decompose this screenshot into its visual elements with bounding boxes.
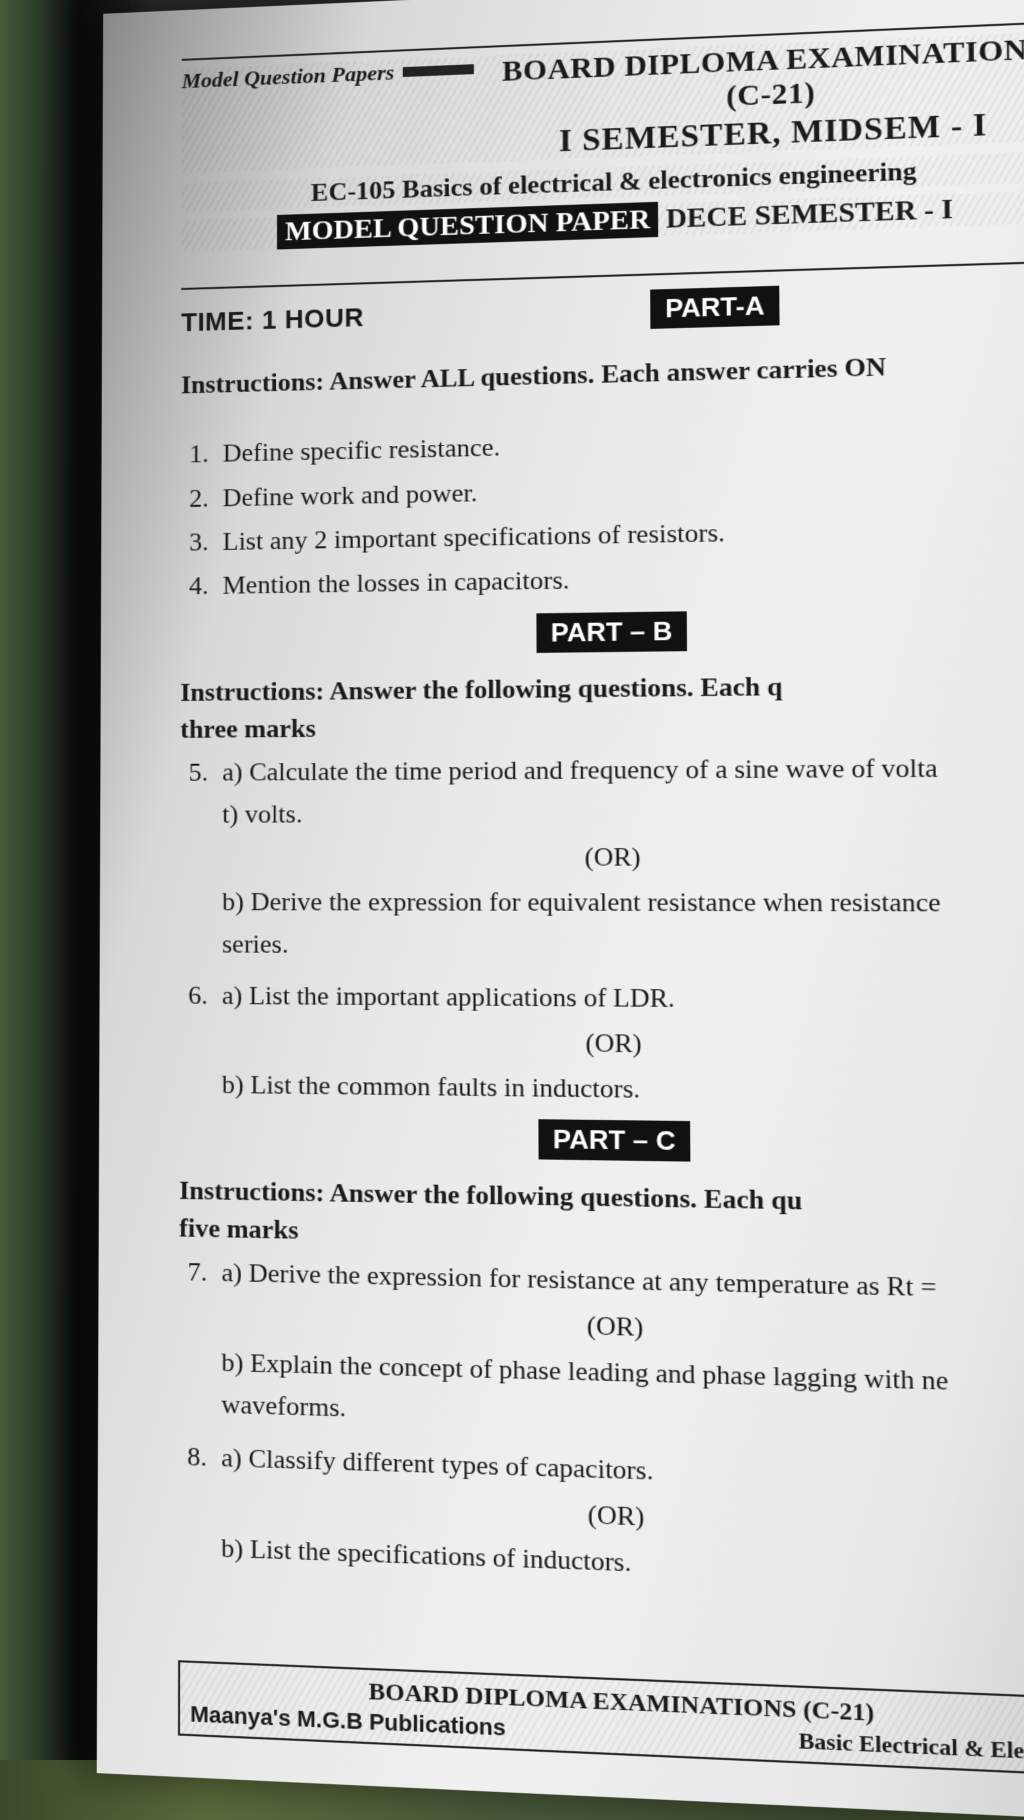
part-b-badge: PART – B xyxy=(536,611,687,653)
section-label-bar xyxy=(402,64,473,77)
footer-box: BOARD DIPLOMA EXAMINATIONS (C-21) Maanya… xyxy=(178,1660,1024,1776)
time-label: TIME: 1 HOUR xyxy=(181,302,364,338)
or-label: (OR) xyxy=(180,841,1024,873)
part-a-instructions: Instructions: Answer ALL questions. Each… xyxy=(181,344,1024,403)
or-label: (OR) xyxy=(179,1025,1024,1063)
part-c-instructions: Instructions: Answer the following quest… xyxy=(179,1173,1024,1264)
question-7: 7.a) Derive the expression for resistanc… xyxy=(179,1251,1024,1451)
question-6: 6.a) List the important applications of … xyxy=(179,975,1024,1116)
banner-rest: DECE SEMESTER - I xyxy=(658,194,953,235)
section-label: Model Question Papers xyxy=(182,56,474,94)
part-a-questions: 1.Define specific resistance. 2.Define w… xyxy=(181,413,1024,609)
part-a-badge: PART-A xyxy=(650,286,779,329)
question-8: 8.a) Classify different types of capacit… xyxy=(178,1435,1024,1600)
part-c-badge: PART – C xyxy=(538,1120,691,1162)
exam-paper-page: Model Question Papers BOARD DIPLOMA EXAM… xyxy=(97,0,1024,1819)
question-5: 5.a) Calculate the time period and frequ… xyxy=(180,746,1024,969)
section-label-text: Model Question Papers xyxy=(182,60,395,94)
part-b-instructions: Instructions: Answer the following quest… xyxy=(180,666,1024,748)
